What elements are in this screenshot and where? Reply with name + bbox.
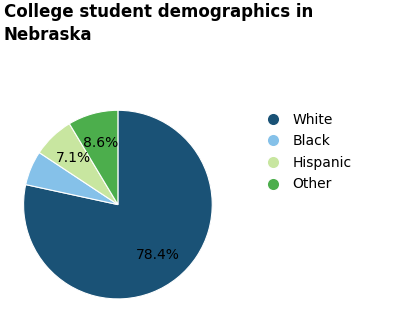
Wedge shape (39, 124, 118, 205)
Wedge shape (26, 152, 118, 205)
Text: 7.1%: 7.1% (56, 151, 91, 165)
Wedge shape (70, 110, 118, 205)
Wedge shape (24, 110, 212, 299)
Legend: White, Black, Hispanic, Other: White, Black, Hispanic, Other (259, 113, 351, 191)
Text: 78.4%: 78.4% (136, 248, 180, 262)
Text: 8.6%: 8.6% (83, 136, 118, 150)
Text: College student demographics in
Nebraska: College student demographics in Nebraska (4, 3, 313, 44)
